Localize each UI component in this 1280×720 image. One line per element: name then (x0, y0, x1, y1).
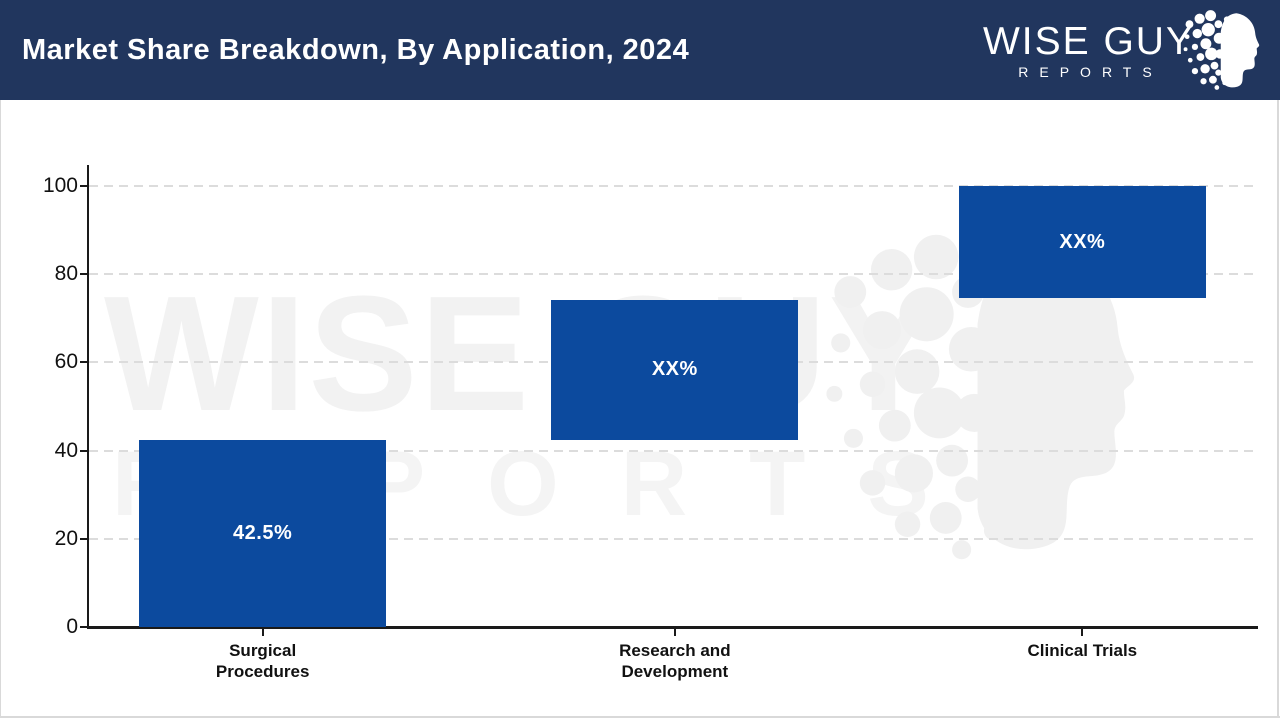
header-bar: Market Share Breakdown, By Application, … (0, 0, 1280, 100)
logo-dot-head-icon (1180, 7, 1274, 93)
page-border-bottom (0, 716, 1280, 718)
gridline-80 (89, 273, 1258, 276)
y-tick-mark-20 (80, 537, 87, 540)
bar-clinical-trials: XX% (958, 186, 1206, 299)
y-tick-label-80: 80 (54, 262, 78, 286)
y-tick-label-0: 0 (66, 615, 78, 638)
y-tick-mark-40 (80, 449, 87, 452)
y-axis-line (87, 165, 89, 629)
y-tick-mark-100 (80, 185, 87, 187)
x-category-label-line: Procedures (215, 662, 310, 681)
gridline-100 (89, 185, 1258, 187)
y-tick-label-20: 20 (54, 526, 78, 550)
x-category-label-line: Surgical (229, 641, 297, 660)
bar-value-label-clinical-trials: XX% (1059, 230, 1106, 253)
watermark-wordmark: WISE GUY (104, 262, 941, 445)
x-category-label-surgical-procedures: Surgical Procedures (103, 640, 423, 682)
bar-research-and-development: XX% (551, 299, 799, 440)
logo-text: WISE GUY REPORTS (983, 22, 1194, 79)
page-border-right (1277, 100, 1279, 718)
page-border-left (0, 100, 1, 718)
x-tick-mark-surgical-procedures (261, 629, 264, 636)
x-category-label-line: Development (621, 662, 729, 681)
x-tick-mark-clinical-trials (1081, 629, 1084, 636)
y-tick-mark-0 (80, 626, 87, 628)
logo-subtext: REPORTS (1018, 63, 1163, 80)
bar-surgical-procedures: 42.5% (139, 439, 387, 627)
y-tick-mark-80 (80, 273, 87, 276)
wise-guy-reports-logo: WISE GUY REPORTS (983, 7, 1280, 93)
page-title: Market Share Breakdown, By Application, … (22, 33, 690, 66)
x-category-label-clinical-trials: Clinical Trials (922, 640, 1242, 661)
y-tick-mark-60 (80, 361, 87, 364)
bar-value-label-research-and-development: XX% (651, 358, 698, 381)
y-tick-label-60: 60 (54, 350, 78, 374)
x-category-label-research-and-development: Research and Development (515, 640, 835, 682)
x-category-label-line: Research and (619, 641, 731, 660)
gridline-20 (89, 537, 1258, 540)
gridline-40 (89, 449, 1258, 452)
x-tick-mark-research-and-development (673, 629, 676, 636)
x-axis-line (87, 626, 1258, 629)
bar-value-label-surgical-procedures: 42.5% (233, 521, 293, 544)
y-tick-label-40: 40 (54, 438, 78, 462)
logo-wordmark: WISE GUY (982, 19, 1194, 63)
x-category-label-line: Clinical Trials (1027, 641, 1138, 660)
y-tick-label-100: 100 (42, 174, 78, 197)
